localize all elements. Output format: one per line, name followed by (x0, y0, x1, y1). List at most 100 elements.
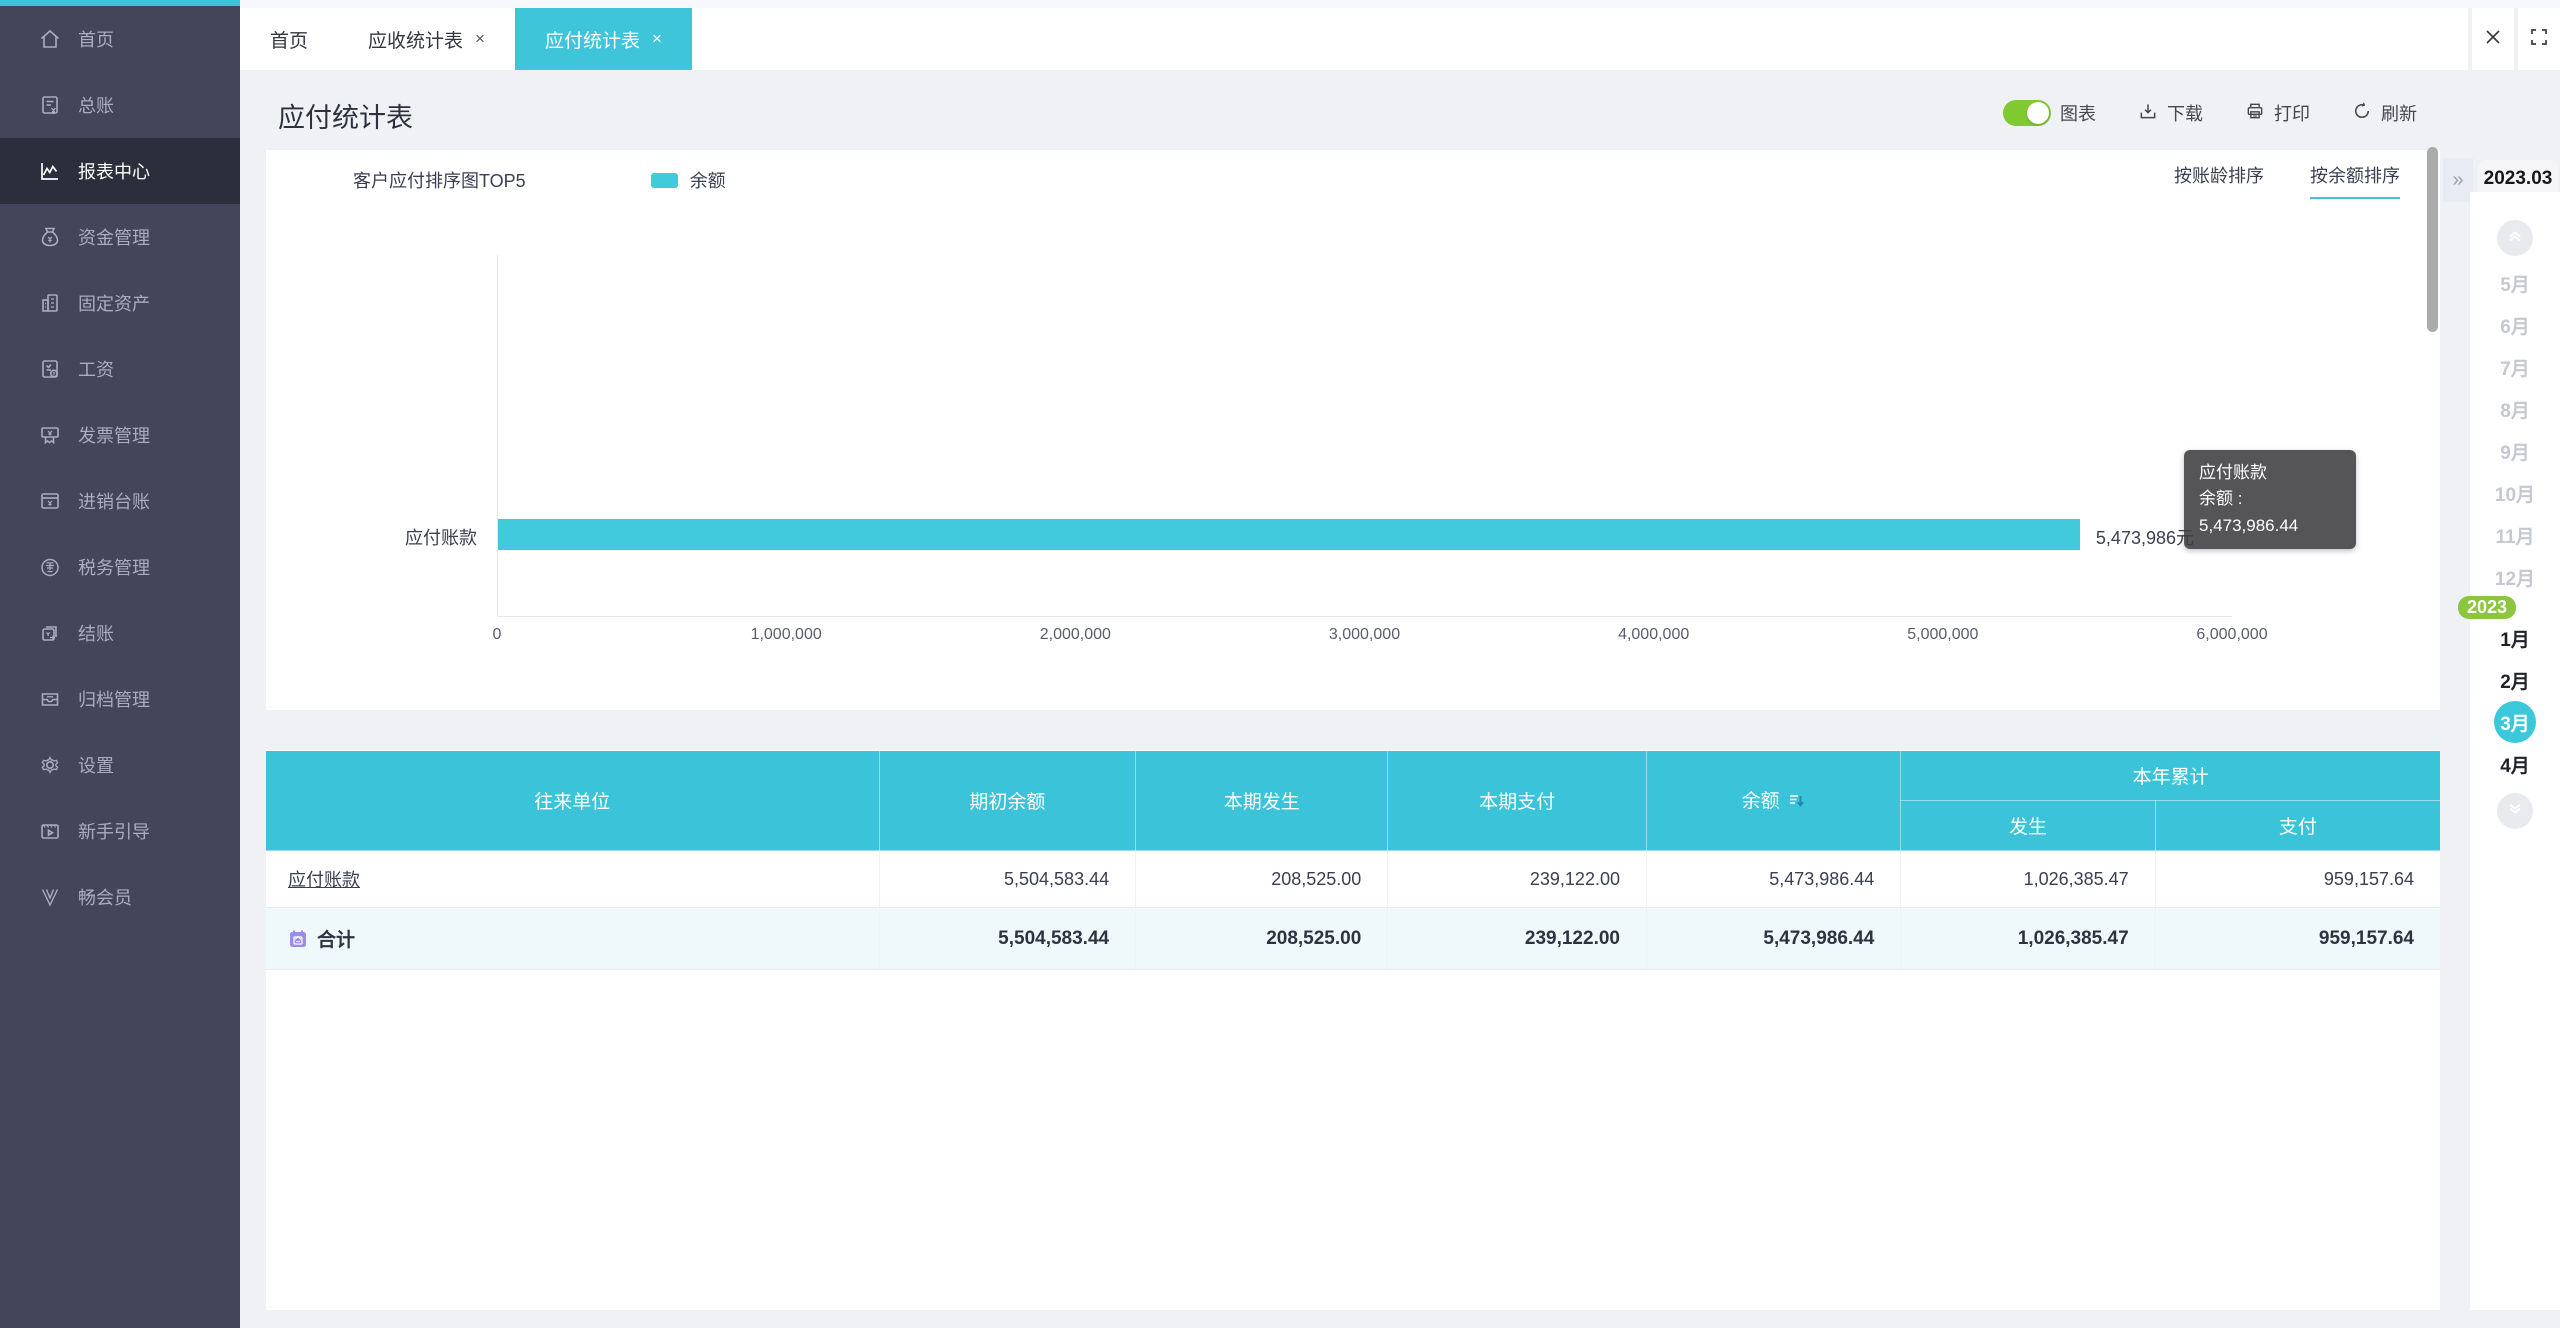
year-badge: 2023 (2458, 596, 2517, 619)
cell-total-ytd-paid: 959,157.64 (2155, 907, 2440, 970)
month-item-february[interactable]: 2月 (2500, 671, 2530, 693)
x-axis-tick-label: 2,000,000 (1039, 626, 1111, 643)
month-item-november[interactable]: 11月 (2495, 526, 2535, 548)
balance-header-label: 余额 (1741, 790, 1780, 812)
sidebar-item-membership[interactable]: 畅会员 (0, 864, 240, 930)
cell-current-paid: 239,122.00 (1387, 850, 1647, 908)
sidebar-item-closing[interactable]: 结账 (0, 600, 240, 666)
payable-account-link[interactable]: 应付账款 (288, 870, 360, 890)
sidebar-item-label: 报表中心 (78, 162, 150, 182)
sidebar-item-label: 发票管理 (78, 426, 150, 446)
balance-bar[interactable] (498, 519, 2080, 550)
tab-receivable-report[interactable]: 应收统计表 × (338, 8, 515, 70)
sort-by-balance-link[interactable]: 按余额排序 (2310, 162, 2400, 199)
download-button[interactable]: 下载 (2138, 100, 2203, 126)
sidebar-item-label: 畅会员 (78, 888, 132, 908)
sidebar-item-funds[interactable]: 资金管理 (0, 204, 240, 270)
download-label: 下载 (2167, 104, 2203, 124)
month-item-july[interactable]: 7月 (2500, 358, 2530, 380)
sidebar-item-label: 新手引导 (78, 822, 150, 842)
total-calculator-icon (288, 929, 308, 949)
month-selector-panel: 5月 6月 7月 8月 9月 10月 11月 12月 2023 1月 2月 3月… (2458, 192, 2560, 1310)
month-item-october[interactable]: 10月 (2494, 484, 2536, 506)
chart-toggle[interactable]: 图表 (2003, 100, 2096, 126)
print-label: 打印 (2274, 104, 2310, 124)
ledger-icon (38, 93, 62, 117)
scroll-down-button[interactable] (2497, 793, 2533, 829)
sidebar-item-settings[interactable]: 设置 (0, 732, 240, 798)
cell-opening-balance: 5,504,583.44 (879, 850, 1137, 908)
printer-icon (2245, 101, 2265, 126)
month-item-may[interactable]: 5月 (2500, 274, 2530, 296)
sidebar-item-label: 结账 (78, 624, 114, 644)
money-bag-icon (38, 225, 62, 249)
payroll-sheet-icon (38, 357, 62, 381)
chevron-up-double-icon (2506, 227, 2524, 250)
building-icon (38, 291, 62, 315)
chart-tooltip: 应付账款 余额 : 5,473,986.44 (2184, 450, 2356, 550)
tab-close-icon[interactable]: × (651, 29, 662, 48)
x-axis-tick-label: 5,000,000 (1907, 626, 1979, 643)
col-header-current-paid: 本期支付 (1387, 750, 1647, 851)
refresh-button[interactable]: 刷新 (2352, 100, 2417, 126)
chart-card: 客户应付排序图TOP5 余额 按账龄排序 按余额排序 应付账款 5,473,98… (266, 150, 2440, 710)
purchase-sales-icon (38, 489, 62, 513)
month-list: 5月 6月 7月 8月 9月 10月 11月 12月 2023 1月 2月 3月… (2458, 262, 2560, 785)
sidebar-item-purchase-sales-ledger[interactable]: 进销台账 (0, 468, 240, 534)
x-axis-tick-label: 6,000,000 (2196, 626, 2268, 643)
sidebar-item-label: 资金管理 (78, 228, 150, 248)
fullscreen-button[interactable] (2514, 8, 2560, 70)
month-item-april[interactable]: 4月 (2500, 755, 2530, 777)
sidebar-item-archive[interactable]: 归档管理 (0, 666, 240, 732)
sidebar-item-tax[interactable]: 税务管理 (0, 534, 240, 600)
tab-payable-report[interactable]: 应付统计表 × (514, 8, 692, 70)
col-header-balance[interactable]: 余额 (1645, 750, 1902, 851)
scroll-up-button[interactable] (2497, 220, 2533, 256)
month-item-march[interactable]: 3月 (2494, 701, 2536, 743)
category-label: 应付账款 (405, 528, 477, 548)
toggle-switch[interactable] (2003, 100, 2051, 126)
sidebar-item-beginner-guide[interactable]: 新手引导 (0, 798, 240, 864)
month-item-january[interactable]: 1月 (2500, 629, 2530, 651)
tab-close-icon[interactable]: × (475, 29, 485, 48)
month-item-september[interactable]: 9月 (2500, 442, 2530, 464)
sidebar-item-payroll[interactable]: 工资 (0, 336, 240, 402)
month-item-december[interactable]: 12月 (2494, 568, 2536, 590)
sidebar-item-label: 工资 (78, 360, 114, 380)
tax-icon (38, 555, 62, 579)
month-item-june[interactable]: 6月 (2500, 316, 2530, 338)
chevron-down-double-icon (2506, 800, 2524, 823)
sidebar-item-report-center[interactable]: 报表中心 (0, 138, 240, 204)
sort-by-aging-link[interactable]: 按账龄排序 (2174, 165, 2264, 186)
cell-total-current-incurred: 208,525.00 (1135, 907, 1389, 970)
collapse-panel-button[interactable]: » (2443, 158, 2473, 202)
sidebar: 首页 总账 报表中心 资金管理 固定资产 工资 发票管理 进销台账 (0, 0, 240, 1328)
legend-swatch (650, 172, 678, 188)
cell-total-balance: 5,473,986.44 (1646, 907, 1902, 970)
home-icon (38, 27, 62, 51)
tab-home[interactable]: 首页 (240, 8, 338, 70)
print-button[interactable]: 打印 (2245, 100, 2310, 126)
close-window-button[interactable] (2468, 8, 2514, 70)
sidebar-item-label: 首页 (78, 30, 114, 50)
x-axis-tick-label: 3,000,000 (1328, 626, 1401, 643)
sort-descending-icon[interactable] (1788, 792, 1806, 816)
sidebar-item-general-ledger[interactable]: 总账 (0, 72, 240, 138)
vertical-scrollbar-thumb[interactable] (2427, 147, 2438, 332)
cell-current-incurred: 208,525.00 (1135, 850, 1389, 908)
tab-bar: 首页 应收统计表 × 应付统计表 × (240, 8, 2560, 70)
gear-icon (38, 753, 62, 777)
month-item-august[interactable]: 8月 (2500, 400, 2530, 422)
sidebar-item-label: 总账 (78, 96, 114, 116)
sidebar-item-invoices[interactable]: 发票管理 (0, 402, 240, 468)
tab-label: 应付统计表 (544, 30, 640, 52)
sidebar-item-fixed-assets[interactable]: 固定资产 (0, 270, 240, 336)
sidebar-item-label: 进销台账 (78, 492, 150, 512)
x-axis-tick-label: 1,000,000 (750, 626, 822, 643)
video-guide-icon (38, 819, 62, 843)
tooltip-value: 余额 : 5,473,986.44 (2199, 489, 2299, 535)
sidebar-item-label: 设置 (78, 756, 114, 776)
invoice-icon (38, 423, 62, 447)
sidebar-item-home[interactable]: 首页 (0, 6, 240, 72)
cell-ytd-paid: 959,157.64 (2155, 850, 2440, 908)
